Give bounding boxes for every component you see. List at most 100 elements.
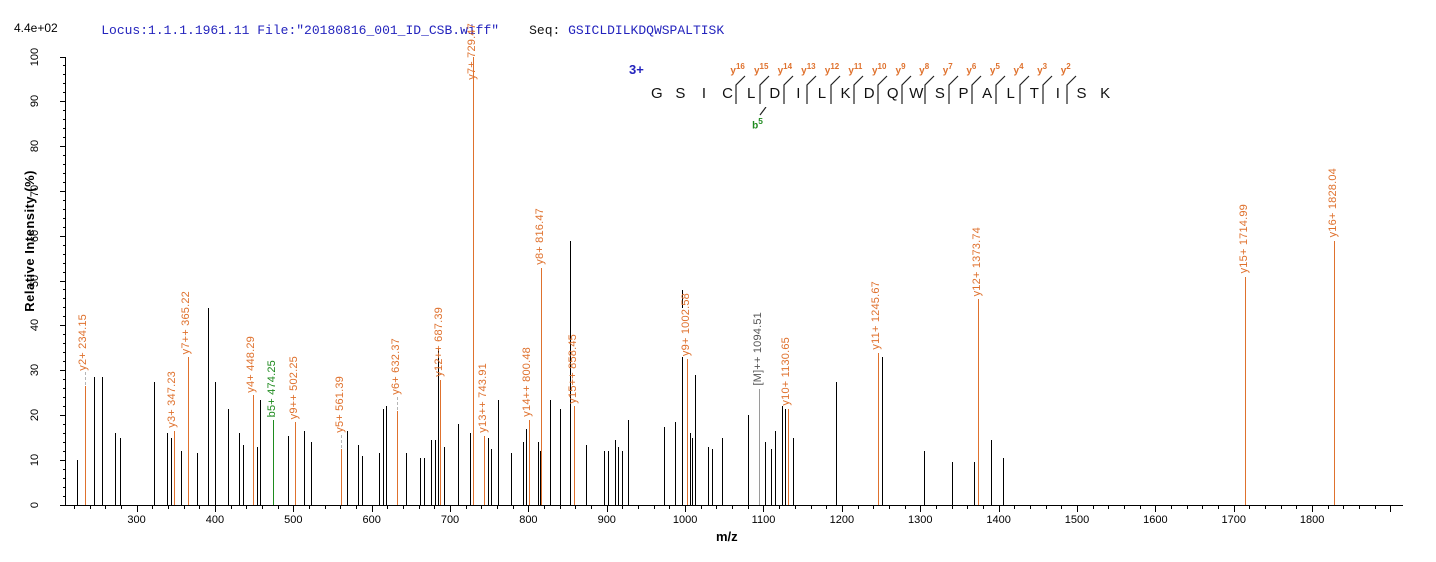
y-fragment-cut-icon [947,75,959,113]
x-minor-tick [89,505,91,509]
peak-label: y11+ 1245.67 [870,281,883,350]
x-minor-tick [1139,505,1141,509]
fragment-peak [1334,240,1336,505]
x-minor-tick [1280,505,1282,509]
x-minor-tick [716,505,718,509]
y-ion-label: y9 [895,62,906,77]
y-minor-tick [63,74,66,76]
residue-cell: y10 Q [872,62,905,106]
residue-letter: D [863,85,875,102]
spectrum-peak [497,399,499,505]
x-tick-label: 400 [205,514,225,526]
x-minor-tick [183,505,185,509]
residue-cell: y8 S [919,62,952,106]
x-minor-tick [105,505,107,509]
spectrum-peak [420,457,422,505]
y-major-tick [60,56,66,58]
y-ion-label: y3 [1037,62,1048,77]
x-major-tick [920,505,922,512]
spectrum-peak [707,446,709,505]
x-minor-tick [982,505,984,509]
fragment-peak [541,267,543,505]
x-minor-tick [669,505,671,509]
y-tick-label: 10 [29,453,41,466]
spectrum-peak [617,446,619,505]
label-leader-line [341,435,343,448]
spectrum-peak [559,408,561,505]
x-major-tick [1233,505,1235,512]
x-minor-tick [794,505,796,509]
y-major-tick [60,414,66,416]
y-minor-tick [63,432,66,434]
x-minor-tick [497,505,499,509]
x-minor-tick [418,505,420,509]
residue-cell: y12 K [825,62,858,106]
y-fragment-cut-icon [758,75,770,113]
b-ion-label: b5 [748,107,767,131]
spectrum-peak [614,440,616,505]
x-minor-tick [434,505,436,509]
y-major-tick [60,235,66,237]
y-fragment-cut-icon [1018,75,1030,113]
peak-label: y16+ 1828.04 [1326,168,1339,238]
y-fragment-cut-icon [970,75,982,113]
spectrum-peak [585,444,587,505]
spectrum-peak [681,357,683,505]
y-tick-label: 20 [29,408,41,422]
spectrum-peak [260,399,262,505]
y-minor-tick [63,181,66,183]
residue-letter: I [796,85,801,102]
x-major-tick [998,505,1000,512]
residue-cell: y15 b5 D [752,62,787,131]
x-minor-tick [1218,505,1220,509]
x-minor-tick [544,505,546,509]
spectrum-peak [1002,457,1004,505]
residue-letter: L [817,85,827,102]
residue-letter: S [675,85,686,102]
x-minor-tick [967,505,969,509]
x-minor-tick [1171,505,1173,509]
residue-letter: I [701,85,707,102]
y-minor-tick [63,468,66,470]
residue-cell: y9 W [896,62,929,106]
residue-cell: y7 P [943,62,976,106]
y-fragment-cut-icon [805,75,817,113]
fragment-peak [187,357,189,505]
y-fragment-cut-icon [900,75,912,113]
locus-file-text: Locus:1.1.1.1961.11 File:"20180816_001_I… [101,23,500,38]
y-minor-tick [63,65,66,67]
spectrum-peak [627,419,629,505]
residue-letter: A [982,85,993,102]
x-major-tick [841,505,843,512]
x-tick-label: 1000 [672,514,698,526]
fragment-peak [341,449,343,505]
residue-letter: D [769,85,781,102]
x-minor-tick [1249,505,1251,509]
peak-label: y9+ 1002.58 [679,293,692,357]
x-tick-label: 800 [519,514,538,526]
y-major-tick [60,190,66,192]
residue-letter: L [747,85,756,102]
residue-cell: I [692,82,716,106]
y-minor-tick [63,396,66,398]
peak-label: y2+ 234.15 [77,313,90,371]
x-minor-tick [387,505,389,509]
peak-label: y4+ 448.29 [245,335,258,393]
x-major-tick [450,505,451,512]
y-fragment-cut-icon [829,75,841,113]
x-minor-tick [73,505,75,509]
peak-label: y12+ 1373.74 [970,226,983,296]
x-minor-tick [747,505,749,509]
y-tick-label: 70 [29,184,41,198]
x-minor-tick [261,505,263,509]
peak-label: y5+ 561.39 [333,376,346,433]
label-leader-line [397,396,398,410]
base-peak-intensity-label: 4.4e+02 [14,21,58,35]
y-major-tick [60,101,66,103]
x-minor-tick [653,505,655,509]
x-minor-tick [1359,505,1361,509]
spectrum-peak [383,408,385,505]
residue-cell: K [1093,82,1117,106]
spectrum-peak [457,424,459,505]
